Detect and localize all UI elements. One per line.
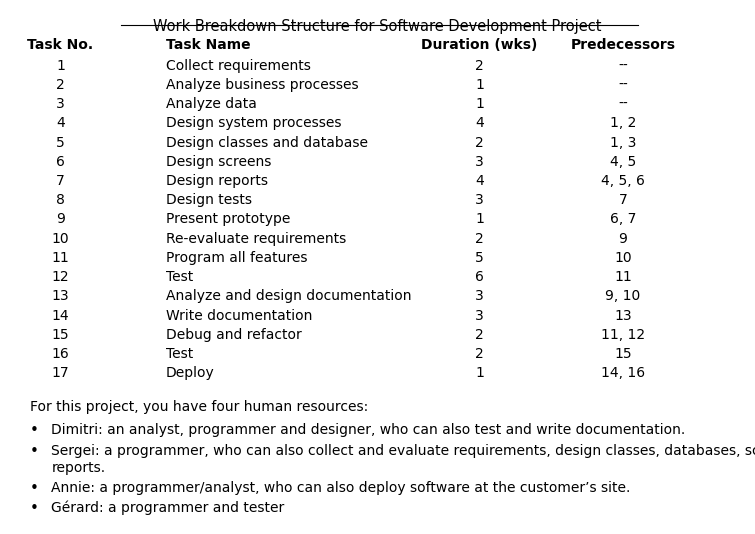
Text: reports.: reports.	[51, 460, 106, 475]
Text: 4: 4	[56, 116, 65, 130]
Text: 15: 15	[51, 328, 69, 342]
Text: •: •	[30, 481, 39, 496]
Text: 5: 5	[56, 136, 65, 150]
Text: •: •	[30, 444, 39, 459]
Text: 3: 3	[56, 97, 65, 111]
Text: For this project, you have four human resources:: For this project, you have four human re…	[30, 400, 368, 414]
Text: 9, 10: 9, 10	[606, 289, 640, 303]
Text: 3: 3	[475, 289, 484, 303]
Text: Predecessors: Predecessors	[570, 38, 676, 52]
Text: Design classes and database: Design classes and database	[166, 136, 368, 150]
Text: Test: Test	[166, 347, 193, 361]
Text: --: --	[618, 78, 627, 92]
Text: Re-evaluate requirements: Re-evaluate requirements	[166, 232, 347, 246]
Text: 5: 5	[475, 251, 484, 265]
Text: 7: 7	[618, 193, 627, 207]
Text: Design screens: Design screens	[166, 155, 272, 169]
Text: Annie: a programmer/analyst, who can also deploy software at the customer’s site: Annie: a programmer/analyst, who can als…	[51, 481, 630, 494]
Text: 2: 2	[56, 78, 65, 92]
Text: 1, 3: 1, 3	[610, 136, 636, 150]
Text: Debug and refactor: Debug and refactor	[166, 328, 302, 342]
Text: Sergei: a programmer, who can also collect and evaluate requirements, design cla: Sergei: a programmer, who can also colle…	[51, 444, 755, 458]
Text: 6: 6	[56, 155, 65, 169]
Text: --: --	[618, 59, 627, 73]
Text: 3: 3	[475, 309, 484, 323]
Text: 6: 6	[475, 270, 484, 284]
Text: 1: 1	[475, 78, 484, 92]
Text: 1: 1	[475, 213, 484, 226]
Text: 1: 1	[56, 59, 65, 73]
Text: 4, 5: 4, 5	[610, 155, 636, 169]
Text: Task Name: Task Name	[166, 38, 251, 52]
Text: 10: 10	[614, 251, 632, 265]
Text: 10: 10	[51, 232, 69, 246]
Text: Analyze data: Analyze data	[166, 97, 257, 111]
Text: Design reports: Design reports	[166, 174, 268, 188]
Text: 2: 2	[475, 136, 484, 150]
Text: 9: 9	[618, 232, 627, 246]
Text: Collect requirements: Collect requirements	[166, 59, 311, 73]
Text: 14: 14	[51, 309, 69, 323]
Text: 4, 5, 6: 4, 5, 6	[601, 174, 645, 188]
Text: 1, 2: 1, 2	[610, 116, 636, 130]
Text: 2: 2	[475, 347, 484, 361]
Text: Write documentation: Write documentation	[166, 309, 313, 323]
Text: 3: 3	[475, 193, 484, 207]
Text: Analyze and design documentation: Analyze and design documentation	[166, 289, 411, 303]
Text: 2: 2	[475, 328, 484, 342]
Text: •: •	[30, 423, 39, 438]
Text: 8: 8	[56, 193, 65, 207]
Text: 12: 12	[51, 270, 69, 284]
Text: 11: 11	[51, 251, 69, 265]
Text: 11, 12: 11, 12	[601, 328, 645, 342]
Text: 4: 4	[475, 116, 484, 130]
Text: Deploy: Deploy	[166, 366, 215, 380]
Text: 13: 13	[51, 289, 69, 303]
Text: 6, 7: 6, 7	[610, 213, 636, 226]
Text: Design tests: Design tests	[166, 193, 252, 207]
Text: Program all features: Program all features	[166, 251, 307, 265]
Text: Analyze business processes: Analyze business processes	[166, 78, 359, 92]
Text: 1: 1	[475, 366, 484, 380]
Text: Task No.: Task No.	[27, 38, 94, 52]
Text: 11: 11	[614, 270, 632, 284]
Text: Dimitri: an analyst, programmer and designer, who can also test and write docume: Dimitri: an analyst, programmer and desi…	[51, 423, 686, 437]
Text: 2: 2	[475, 232, 484, 246]
Text: 9: 9	[56, 213, 65, 226]
Text: •: •	[30, 501, 39, 516]
Text: 4: 4	[475, 174, 484, 188]
Text: 3: 3	[475, 155, 484, 169]
Text: --: --	[618, 97, 627, 111]
Text: Present prototype: Present prototype	[166, 213, 291, 226]
Text: 14, 16: 14, 16	[601, 366, 645, 380]
Text: 13: 13	[614, 309, 632, 323]
Text: Test: Test	[166, 270, 193, 284]
Text: Work Breakdown Structure for Software Development Project: Work Breakdown Structure for Software De…	[153, 19, 602, 34]
Text: 15: 15	[614, 347, 632, 361]
Text: 7: 7	[56, 174, 65, 188]
Text: 1: 1	[475, 97, 484, 111]
Text: Gérard: a programmer and tester: Gérard: a programmer and tester	[51, 501, 285, 515]
Text: 17: 17	[51, 366, 69, 380]
Text: 2: 2	[475, 59, 484, 73]
Text: 16: 16	[51, 347, 69, 361]
Text: Design system processes: Design system processes	[166, 116, 341, 130]
Text: Duration (wks): Duration (wks)	[421, 38, 538, 52]
